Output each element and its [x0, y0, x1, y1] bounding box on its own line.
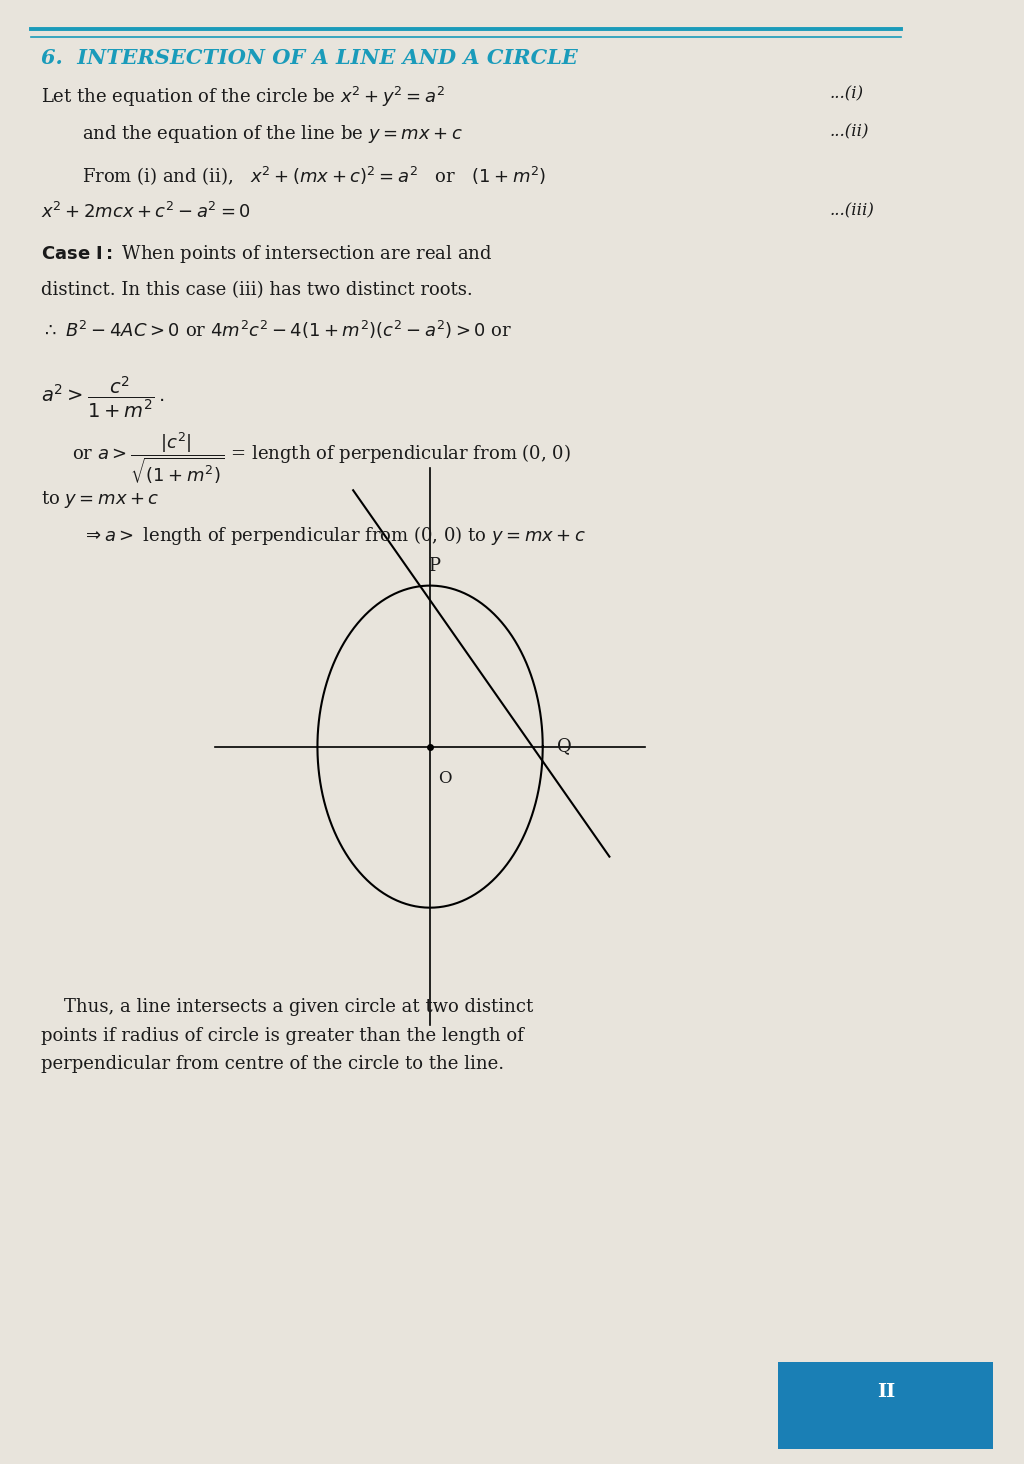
Text: $\Rightarrow a >$ length of perpendicular from (0, 0) to $y = mx + c$: $\Rightarrow a >$ length of perpendicula…	[82, 524, 586, 548]
Text: Q: Q	[557, 736, 571, 755]
Text: Thus, a line intersects a given circle at two distinct
points if radius of circl: Thus, a line intersects a given circle a…	[41, 998, 534, 1073]
Text: ...(ii): ...(ii)	[829, 123, 869, 141]
Text: From (i) and (ii),   $x^2 + (mx + c)^2 = a^2$   or   $(1 + m^2)$: From (i) and (ii), $x^2 + (mx + c)^2 = a…	[82, 164, 546, 187]
Text: $\therefore\ B^2 - 4AC > 0$ or $4m^2c^2 - 4(1 + m^2)(c^2 - a^2) > 0$ or: $\therefore\ B^2 - 4AC > 0$ or $4m^2c^2 …	[41, 319, 512, 341]
Text: and the equation of the line be $y = mx + c$: and the equation of the line be $y = mx …	[82, 123, 463, 145]
Text: O: O	[438, 770, 452, 788]
Text: ...(iii): ...(iii)	[829, 202, 874, 220]
Text: II: II	[877, 1383, 895, 1401]
Text: or $a > \dfrac{|c^2|}{\sqrt{(1 + m^2)}}$ = length of perpendicular from (0, 0): or $a > \dfrac{|c^2|}{\sqrt{(1 + m^2)}}$…	[72, 430, 570, 486]
Text: Let the equation of the circle be $x^2 + y^2 = a^2$: Let the equation of the circle be $x^2 +…	[41, 85, 445, 108]
FancyBboxPatch shape	[778, 1362, 993, 1449]
Text: $x^2 + 2mcx + c^2 - a^2 = 0$: $x^2 + 2mcx + c^2 - a^2 = 0$	[41, 202, 251, 223]
Text: 6.  INTERSECTION OF A LINE AND A CIRCLE: 6. INTERSECTION OF A LINE AND A CIRCLE	[41, 48, 578, 69]
Text: $\mathbf{Case\ I:}$ When points of intersection are real and: $\mathbf{Case\ I:}$ When points of inter…	[41, 243, 493, 265]
Text: to $y = mx + c$: to $y = mx + c$	[41, 489, 160, 509]
Text: P: P	[428, 556, 440, 574]
Text: distinct. In this case (iii) has two distinct roots.: distinct. In this case (iii) has two dis…	[41, 281, 473, 299]
Text: ...(i): ...(i)	[829, 85, 863, 102]
Text: $a^2 > \dfrac{c^2}{1 + m^2}\,.$: $a^2 > \dfrac{c^2}{1 + m^2}\,.$	[41, 375, 164, 420]
